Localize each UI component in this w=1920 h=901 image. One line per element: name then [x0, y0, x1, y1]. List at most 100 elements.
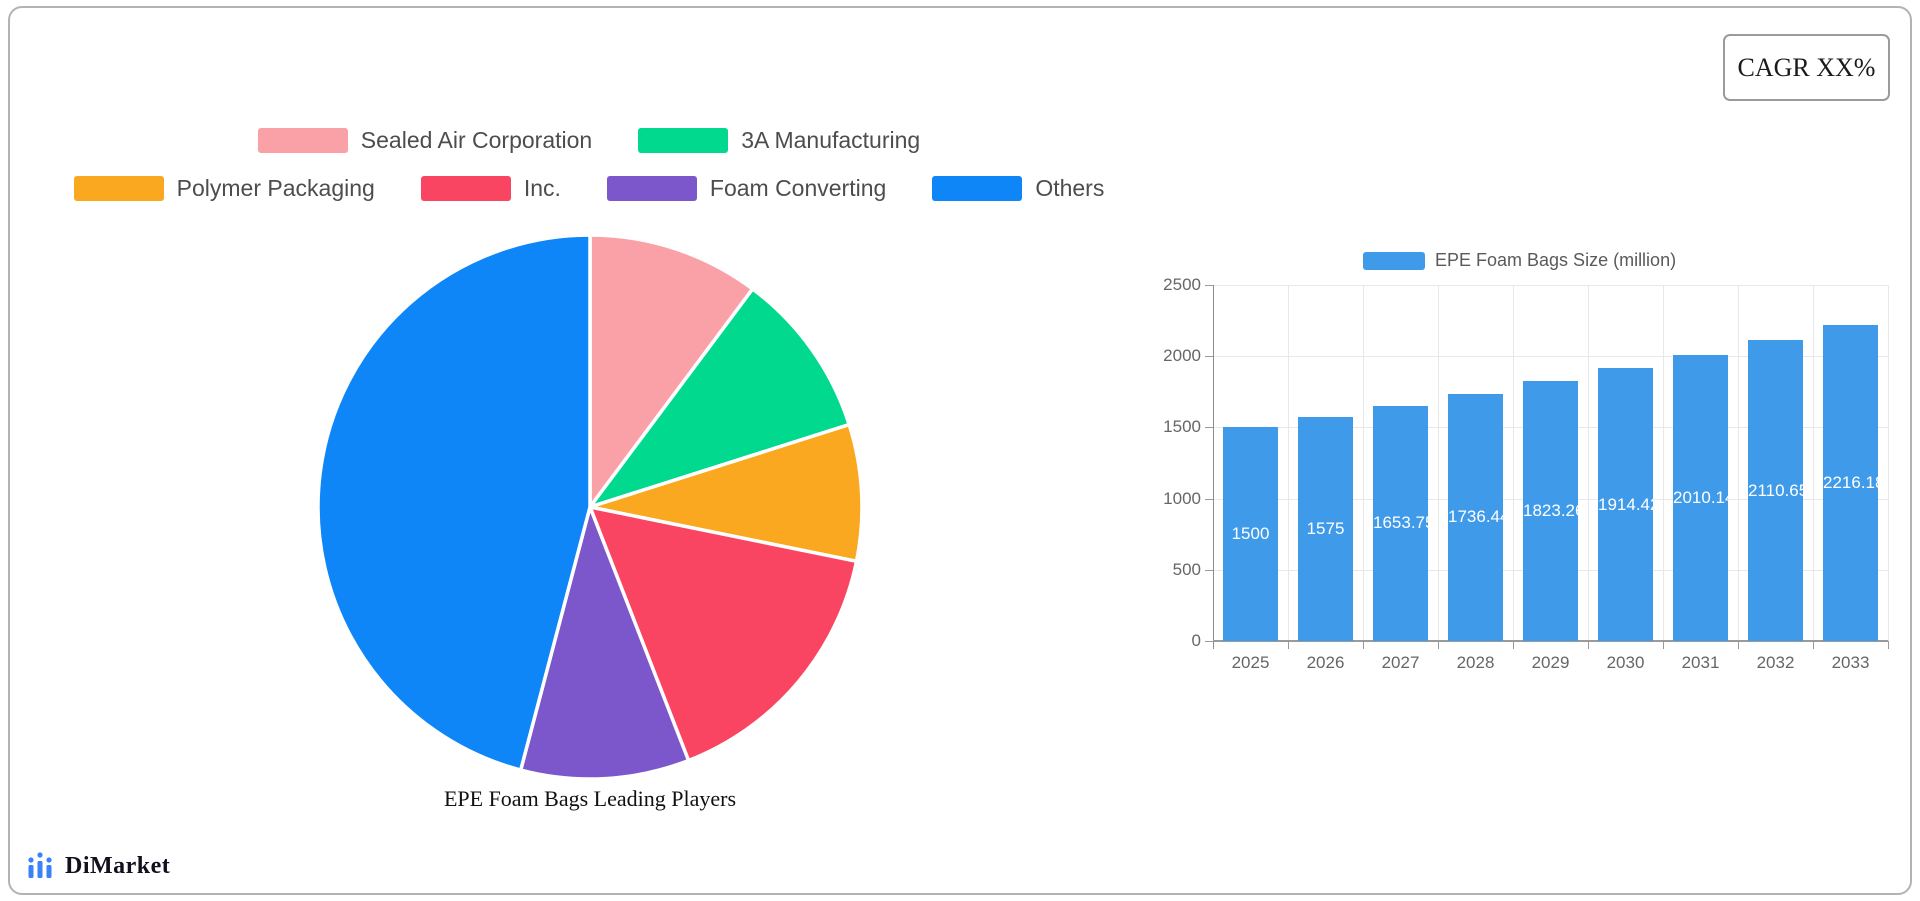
bar-2026: 1575: [1298, 416, 1353, 641]
legend-label: Sealed Air Corporation: [360, 127, 593, 153]
x-tick-label: 2025: [1231, 653, 1270, 672]
legend-swatch: [638, 128, 729, 153]
bar-2030: 1914.42: [1598, 368, 1653, 641]
x-axis-tick: [1363, 641, 1364, 649]
y-tick-label: 2500: [1163, 275, 1201, 294]
x-tick-label: 2027: [1381, 653, 1420, 672]
legend-swatch: [606, 176, 697, 201]
legend-label: 3A Manufacturing: [741, 127, 921, 153]
h-gridline: [1213, 569, 1888, 571]
legend-swatch: [257, 128, 348, 153]
x-tick-label: 2028: [1456, 653, 1495, 672]
pie-legend-row: Polymer Packaging Inc. Foam Converting Othe…: [73, 175, 1104, 202]
y-tick-label: 2000: [1163, 346, 1201, 366]
bar-legend-label: EPE Foam Bags Size (million): [1435, 250, 1677, 270]
bar-legend-swatch: [1363, 251, 1425, 270]
pie-slice-sealed-air-corporation: [588, 233, 755, 509]
legend-swatch: [73, 176, 164, 201]
legend-label: Foam Converting: [709, 175, 887, 201]
bar-2029: 1823.26: [1523, 381, 1578, 641]
pie-chart-title: EPE Foam Bags Leading Players: [443, 786, 737, 811]
v-gridline: [1288, 285, 1289, 641]
pie-slice-polymer-packaging: [588, 422, 864, 564]
v-gridline: [1363, 285, 1364, 641]
legend-label: Inc.: [523, 175, 561, 201]
x-tick-label: 2029: [1531, 653, 1570, 672]
y-axis-tick: [1205, 498, 1213, 500]
x-axis-tick: [1888, 641, 1889, 649]
h-gridline: [1213, 356, 1888, 358]
x-tick-label: 2033: [1831, 653, 1870, 672]
x-tick-label: 2031: [1681, 653, 1720, 672]
bar-value-label: 1653.75: [1373, 513, 1428, 533]
bar-value-label: 1500: [1231, 524, 1270, 544]
x-tick-label: 2026: [1306, 653, 1345, 672]
y-axis-tick: [1205, 285, 1213, 286]
x-axis-tick: [1438, 641, 1439, 649]
v-gridline: [1588, 285, 1589, 641]
pie-slice-others: [316, 233, 592, 772]
y-tick-label: 500: [1172, 559, 1201, 579]
pie-slice-foam-converting: [518, 505, 691, 781]
legend-swatch: [420, 176, 511, 201]
y-axis-tick: [1205, 641, 1213, 642]
bar-value-label: 1575: [1306, 518, 1345, 538]
v-gridline: [1513, 285, 1514, 641]
legend-item-others: Others: [932, 175, 1104, 202]
x-tick-label: 2032: [1756, 653, 1795, 672]
x-axis-tick: [1813, 641, 1814, 649]
v-gridline: [1663, 285, 1664, 641]
legend-label: Polymer Packaging: [176, 175, 375, 201]
bar-value-label: 2010.14: [1673, 487, 1728, 507]
y-axis-line: [1213, 285, 1214, 649]
legend-item-3a-manufacturing: 3A Manufacturing: [638, 127, 920, 154]
pie-legend-row: Sealed Air Corporation 3A Manufacturing: [257, 127, 920, 154]
brand-logo: DiMarket: [25, 851, 170, 881]
bar-2033: 2216.18: [1823, 325, 1878, 641]
bar-2031: 2010.14: [1673, 354, 1728, 641]
bar-value-label: 1823.26: [1523, 501, 1578, 521]
x-axis-line: [1213, 640, 1888, 642]
bar-value-label: 1736.44: [1448, 507, 1503, 527]
v-gridline: [1813, 285, 1814, 641]
bar-2027: 1653.75: [1373, 405, 1428, 641]
y-tick-label: 1000: [1163, 488, 1201, 508]
legend-swatch: [932, 176, 1023, 201]
legend-item-inc: Inc.: [420, 175, 561, 202]
x-axis-tick: [1588, 641, 1589, 649]
y-axis-tick: [1205, 356, 1213, 358]
bar-2025: 1500: [1223, 427, 1278, 641]
h-gridline: [1213, 427, 1888, 429]
bar-chart-legend: EPE Foam Bags Size (million): [1363, 250, 1676, 271]
legend-item-polymer-packaging: Polymer Packaging: [73, 175, 375, 202]
x-axis-tick: [1513, 641, 1514, 649]
pie-legend: Sealed Air Corporation 3A Manufacturing Po…: [0, 127, 1178, 202]
pie-slice-3a-manufacturing: [588, 287, 851, 509]
x-axis-tick: [1663, 641, 1664, 649]
h-gridline: [1213, 285, 1888, 286]
bar-chart-logo-icon: [28, 852, 52, 878]
pie-slice-inc: [588, 505, 859, 763]
brand-name: DiMarket: [65, 852, 171, 879]
bar-value-label: 2110.65: [1748, 480, 1803, 500]
y-tick-label: 1500: [1163, 417, 1201, 437]
bar-2028: 1736.44: [1448, 393, 1503, 641]
v-gridline: [1888, 285, 1889, 641]
bar-value-label: 1914.42: [1598, 494, 1653, 514]
x-tick-label: 2030: [1606, 653, 1645, 672]
legend-item-foam-converting: Foam Converting: [606, 175, 887, 202]
legend-label: Others: [1035, 175, 1105, 201]
v-gridline: [1738, 285, 1739, 641]
bar-value-label: 2216.18: [1823, 473, 1878, 493]
h-gridline: [1213, 498, 1888, 500]
x-axis-tick: [1738, 641, 1739, 649]
bar-2032: 2110.65: [1748, 340, 1803, 641]
cagr-badge-label: CAGR XX%: [1737, 52, 1876, 82]
y-tick-label: 0: [1191, 631, 1201, 650]
x-axis-tick: [1213, 641, 1214, 649]
y-axis-tick: [1205, 569, 1213, 571]
x-axis-tick: [1288, 641, 1289, 649]
pie-chart: [316, 233, 864, 781]
v-gridline: [1438, 285, 1439, 641]
